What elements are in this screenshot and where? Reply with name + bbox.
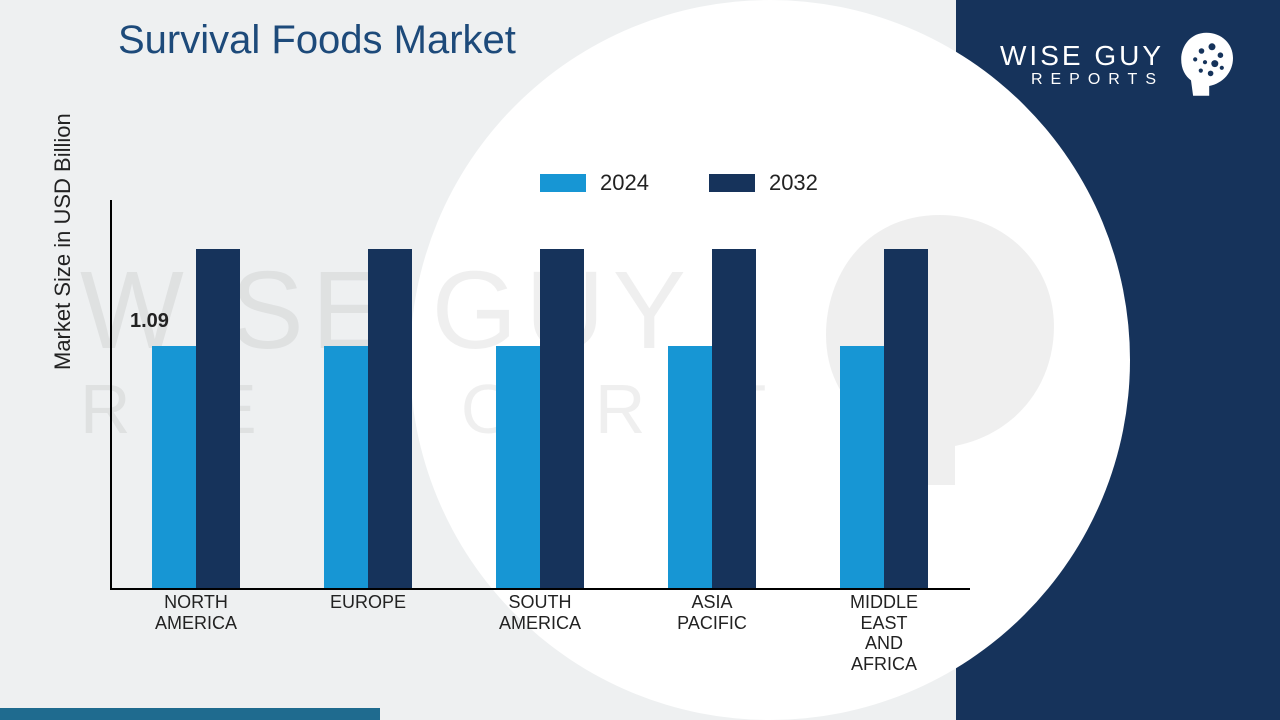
bar (712, 249, 756, 589)
x-axis-line (110, 588, 970, 590)
logo-text: WISE GUY REPORTS (1000, 42, 1164, 88)
bar (196, 249, 240, 589)
legend-item-2024: 2024 (540, 170, 649, 196)
bar (152, 346, 196, 589)
logo-head-icon (1170, 30, 1240, 100)
brand-logo: WISE GUY REPORTS (1000, 30, 1240, 100)
bar-group (308, 249, 428, 589)
category-labels: NORTHAMERICA EUROPE SOUTHAMERICA ASIAPACIFI… (110, 592, 970, 675)
category-label: MIDDLEEASTANDAFRICA (824, 592, 944, 675)
category-label: NORTHAMERICA (136, 592, 256, 675)
bar-group (136, 249, 256, 589)
legend-swatch-2032 (709, 174, 755, 192)
logo-sub: REPORTS (1000, 72, 1164, 88)
bar-groups (110, 200, 970, 588)
bar (668, 346, 712, 589)
bar (540, 249, 584, 589)
bar-group (480, 249, 600, 589)
category-label: EUROPE (308, 592, 428, 675)
bar (840, 346, 884, 589)
bar (324, 346, 368, 589)
plot-area (110, 200, 970, 590)
bar (496, 346, 540, 589)
legend-label-2024: 2024 (600, 170, 649, 196)
legend: 2024 2032 (540, 170, 818, 196)
category-label: SOUTHAMERICA (480, 592, 600, 675)
chart-title: Survival Foods Market (118, 18, 516, 63)
y-axis-label: Market Size in USD Billion (50, 113, 76, 370)
legend-item-2032: 2032 (709, 170, 818, 196)
bar-group (824, 249, 944, 589)
category-label: ASIAPACIFIC (652, 592, 772, 675)
legend-swatch-2024 (540, 174, 586, 192)
bar-group (652, 249, 772, 589)
chart-card: WISE GUY R E P O R T S WISE GUY REPORTS … (0, 0, 1280, 720)
bar (368, 249, 412, 589)
logo-main: WISE GUY (1000, 42, 1164, 70)
bar (884, 249, 928, 589)
bottom-accent-bar (0, 708, 380, 720)
legend-label-2032: 2032 (769, 170, 818, 196)
